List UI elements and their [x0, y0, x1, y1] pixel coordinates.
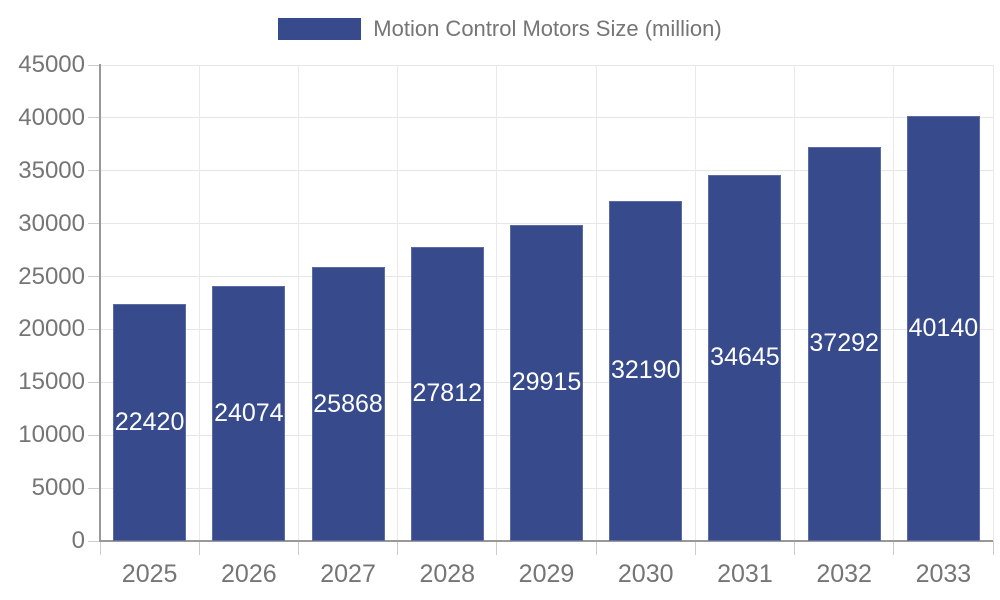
x-axis-label: 2028	[419, 560, 476, 588]
x-axis-tick	[992, 541, 994, 555]
y-axis-label: 20000	[18, 315, 85, 343]
bar: 22420	[113, 303, 187, 541]
y-axis-tick	[88, 117, 100, 119]
bar-value-label: 27812	[412, 379, 483, 408]
x-axis-label: 2031	[717, 560, 773, 588]
x-axis-label: 2032	[816, 560, 872, 588]
bar: 40140	[906, 116, 980, 541]
bar: 32190	[609, 200, 683, 541]
x-axis-label: 2029	[518, 560, 575, 588]
gridline-vertical	[297, 65, 299, 541]
y-axis-tick	[88, 434, 100, 436]
x-axis-tick	[595, 541, 597, 555]
gridline-horizontal	[100, 64, 993, 66]
y-axis-tick	[88, 328, 100, 330]
gridline-horizontal	[100, 117, 993, 119]
y-axis-label: 5000	[31, 474, 85, 502]
y-axis-tick	[88, 381, 100, 383]
x-axis-tick	[794, 541, 796, 555]
gridline-vertical	[198, 65, 200, 541]
legend-swatch	[278, 18, 362, 40]
gridline-horizontal	[100, 223, 993, 225]
x-axis-label: 2026	[221, 560, 277, 588]
x-axis-tick	[198, 541, 200, 555]
gridline-vertical	[496, 65, 498, 541]
y-axis-tick	[88, 223, 100, 225]
bar-value-label: 40140	[908, 314, 979, 343]
bar: 25868	[311, 267, 385, 541]
gridline-vertical	[992, 65, 994, 541]
x-axis-label: 2033	[915, 560, 972, 588]
x-axis-label: 2030	[617, 560, 674, 588]
bar-value-label: 32190	[610, 356, 681, 385]
gridline-vertical	[794, 65, 796, 541]
y-axis-tick	[88, 487, 100, 489]
y-axis-label: 10000	[18, 421, 85, 449]
y-axis-label: 0	[71, 527, 85, 554]
x-axis-tick	[893, 541, 895, 555]
bar: 24074	[212, 286, 286, 541]
gridline-horizontal	[100, 170, 993, 172]
x-axis-tick	[99, 541, 101, 555]
bar: 37292	[807, 146, 881, 541]
gridline-vertical	[893, 65, 895, 541]
y-axis-label: 15000	[18, 368, 85, 396]
gridline-vertical	[397, 65, 399, 541]
y-axis-tick	[88, 276, 100, 278]
bar-value-label: 25868	[313, 389, 383, 418]
y-axis-label: 25000	[18, 262, 85, 290]
y-axis-tick	[88, 540, 100, 542]
bar: 29915	[510, 224, 583, 541]
y-axis-label: 30000	[18, 209, 85, 237]
y-axis-label: 35000	[18, 156, 85, 184]
bar-value-label: 22420	[114, 407, 185, 436]
x-axis-line	[99, 540, 993, 542]
x-axis-label: 2027	[320, 560, 376, 588]
y-axis-label: 40000	[18, 103, 85, 131]
x-axis-tick	[397, 541, 399, 555]
bar-value-label: 34645	[710, 343, 780, 372]
y-axis-label: 45000	[18, 51, 85, 78]
y-axis-line	[99, 64, 101, 541]
gridline-vertical	[694, 65, 696, 541]
y-axis-tick	[88, 64, 100, 66]
bar-value-label: 37292	[809, 329, 879, 358]
x-axis-tick	[496, 541, 498, 555]
gridline-vertical	[595, 65, 597, 541]
bar: 27812	[410, 246, 484, 541]
x-axis-label: 2025	[121, 560, 178, 588]
x-axis-tick	[694, 541, 696, 555]
x-axis-tick	[297, 541, 299, 555]
y-axis-tick	[88, 170, 100, 172]
bar-value-label: 29915	[511, 368, 582, 397]
legend-label: Motion Control Motors Size (million)	[373, 16, 722, 41]
bar-value-label: 24074	[214, 399, 284, 428]
bar: 34645	[708, 174, 782, 541]
legend[interactable]: Motion Control Motors Size (million)	[0, 16, 1000, 42]
